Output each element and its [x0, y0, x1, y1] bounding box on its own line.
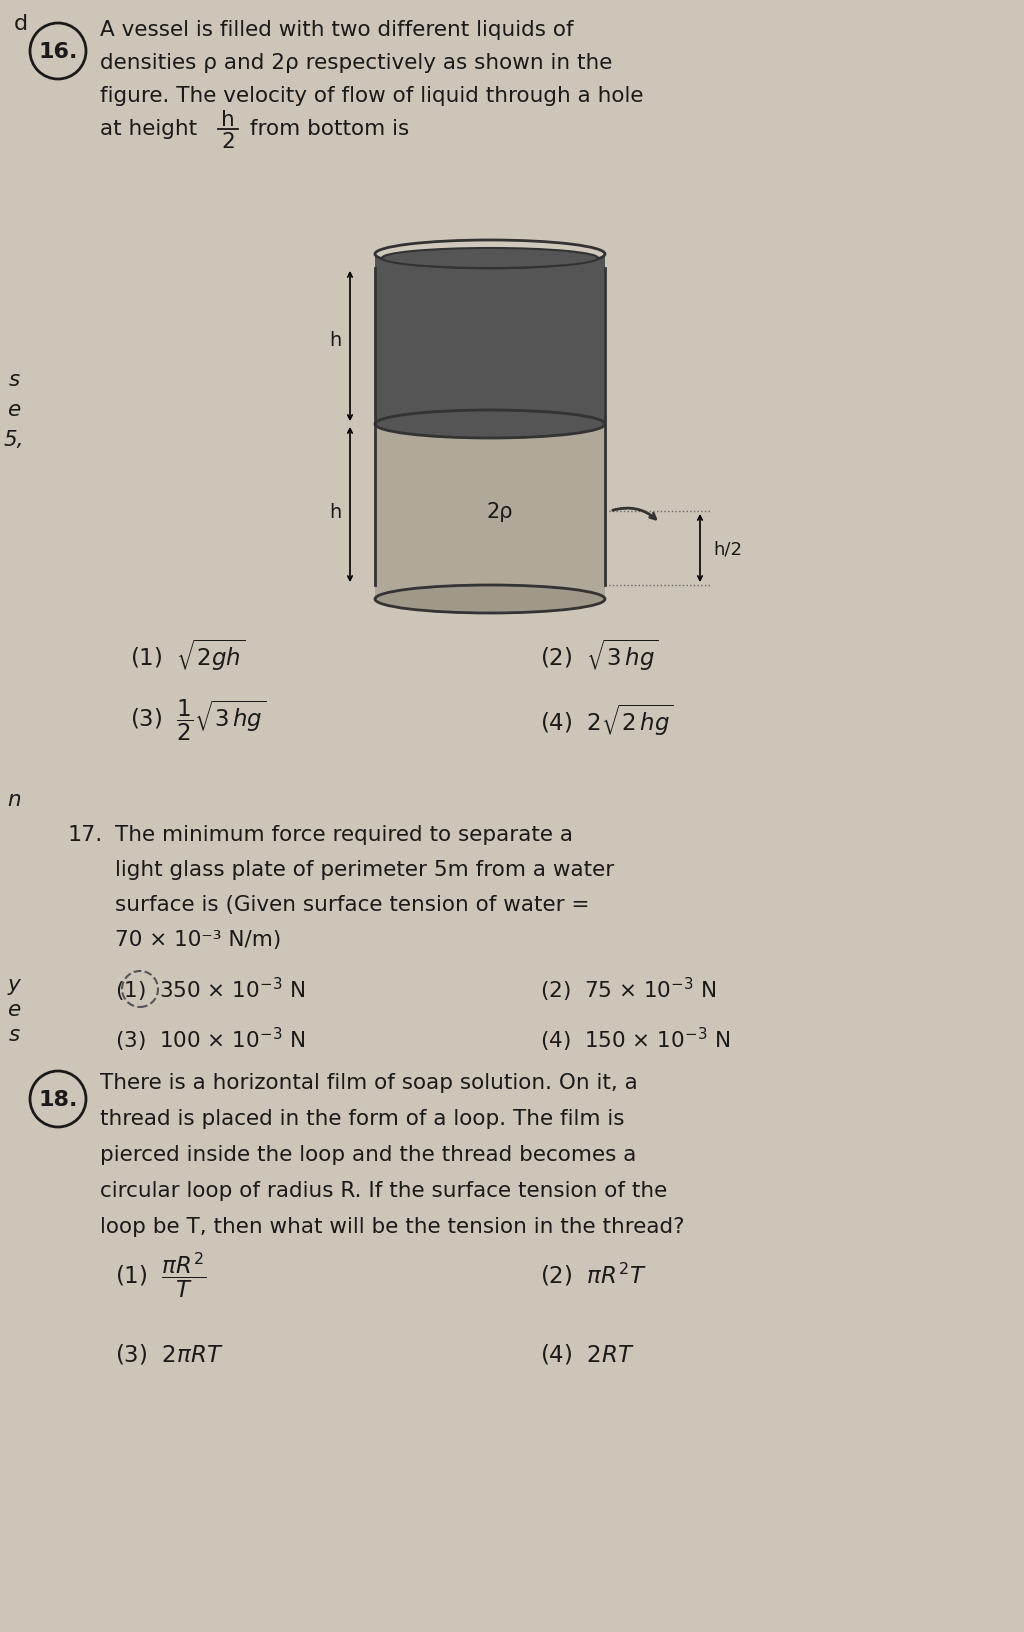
Text: (1)  $\sqrt{2gh}$: (1) $\sqrt{2gh}$	[130, 636, 245, 672]
Text: y: y	[7, 974, 20, 994]
Text: 2: 2	[221, 132, 234, 152]
Ellipse shape	[375, 411, 605, 439]
Text: (3)  $\dfrac{1}{2}\sqrt{3\,hg}$: (3) $\dfrac{1}{2}\sqrt{3\,hg}$	[130, 697, 266, 743]
Text: e: e	[7, 999, 20, 1020]
Text: at height: at height	[100, 119, 204, 139]
Text: (3)  $2\pi RT$: (3) $2\pi RT$	[115, 1342, 223, 1366]
Text: light glass plate of perimeter 5m from a water: light glass plate of perimeter 5m from a…	[115, 860, 614, 880]
Text: s: s	[8, 370, 19, 390]
Ellipse shape	[375, 586, 605, 614]
Text: The minimum force required to separate a: The minimum force required to separate a	[115, 824, 573, 844]
Text: (1)  350 $\times$ 10$^{-3}$ N: (1) 350 $\times$ 10$^{-3}$ N	[115, 976, 305, 1004]
Bar	[375, 424, 605, 599]
Text: 17.: 17.	[68, 824, 103, 844]
Text: from bottom is: from bottom is	[243, 119, 410, 139]
Text: (3)  100 $\times$ 10$^{-3}$ N: (3) 100 $\times$ 10$^{-3}$ N	[115, 1025, 305, 1053]
Text: (2)  $\sqrt{3\,hg}$: (2) $\sqrt{3\,hg}$	[540, 636, 658, 672]
Ellipse shape	[375, 242, 605, 269]
Text: surface is (Given surface tension of water =: surface is (Given surface tension of wat…	[115, 894, 590, 914]
Text: circular loop of radius R. If the surface tension of the: circular loop of radius R. If the surfac…	[100, 1180, 668, 1200]
Bar	[375, 255, 605, 424]
Text: e: e	[7, 400, 20, 419]
Text: figure. The velocity of flow of liquid through a hole: figure. The velocity of flow of liquid t…	[100, 86, 643, 106]
Text: n: n	[7, 790, 20, 809]
Text: 18.: 18.	[38, 1089, 78, 1110]
Text: (2)  $\pi R^2 T$: (2) $\pi R^2 T$	[540, 1260, 646, 1288]
Text: (4)  $2\sqrt{2\,hg}$: (4) $2\sqrt{2\,hg}$	[540, 702, 674, 738]
Text: h: h	[329, 503, 341, 521]
Text: (1)  $\dfrac{\pi R^2}{T}$: (1) $\dfrac{\pi R^2}{T}$	[115, 1250, 206, 1299]
Text: (4)  150 $\times$ 10$^{-3}$ N: (4) 150 $\times$ 10$^{-3}$ N	[540, 1025, 730, 1053]
Text: s: s	[8, 1025, 19, 1044]
Text: thread is placed in the form of a loop. The film is: thread is placed in the form of a loop. …	[100, 1108, 625, 1128]
Text: densities ρ and 2ρ respectively as shown in the: densities ρ and 2ρ respectively as shown…	[100, 52, 612, 73]
Text: 2ρ: 2ρ	[486, 501, 513, 522]
Text: pierced inside the loop and the thread becomes a: pierced inside the loop and the thread b…	[100, 1144, 636, 1164]
Text: 5,: 5,	[4, 429, 25, 450]
Text: loop be T, then what will be the tension in the thread?: loop be T, then what will be the tension…	[100, 1216, 684, 1237]
Text: d: d	[14, 15, 28, 34]
Text: h/2: h/2	[713, 540, 742, 558]
Text: (2)  75 $\times$ 10$^{-3}$ N: (2) 75 $\times$ 10$^{-3}$ N	[540, 976, 717, 1004]
Ellipse shape	[382, 248, 598, 269]
Text: h: h	[329, 330, 341, 349]
Text: 70 × 10⁻³ N/m): 70 × 10⁻³ N/m)	[115, 930, 282, 950]
Text: (4)  $2RT$: (4) $2RT$	[540, 1342, 635, 1366]
Text: A vessel is filled with two different liquids of: A vessel is filled with two different li…	[100, 20, 573, 39]
Text: There is a horizontal film of soap solution. On it, a: There is a horizontal film of soap solut…	[100, 1072, 638, 1092]
Text: 16.: 16.	[38, 42, 78, 62]
Text: h: h	[221, 109, 234, 131]
